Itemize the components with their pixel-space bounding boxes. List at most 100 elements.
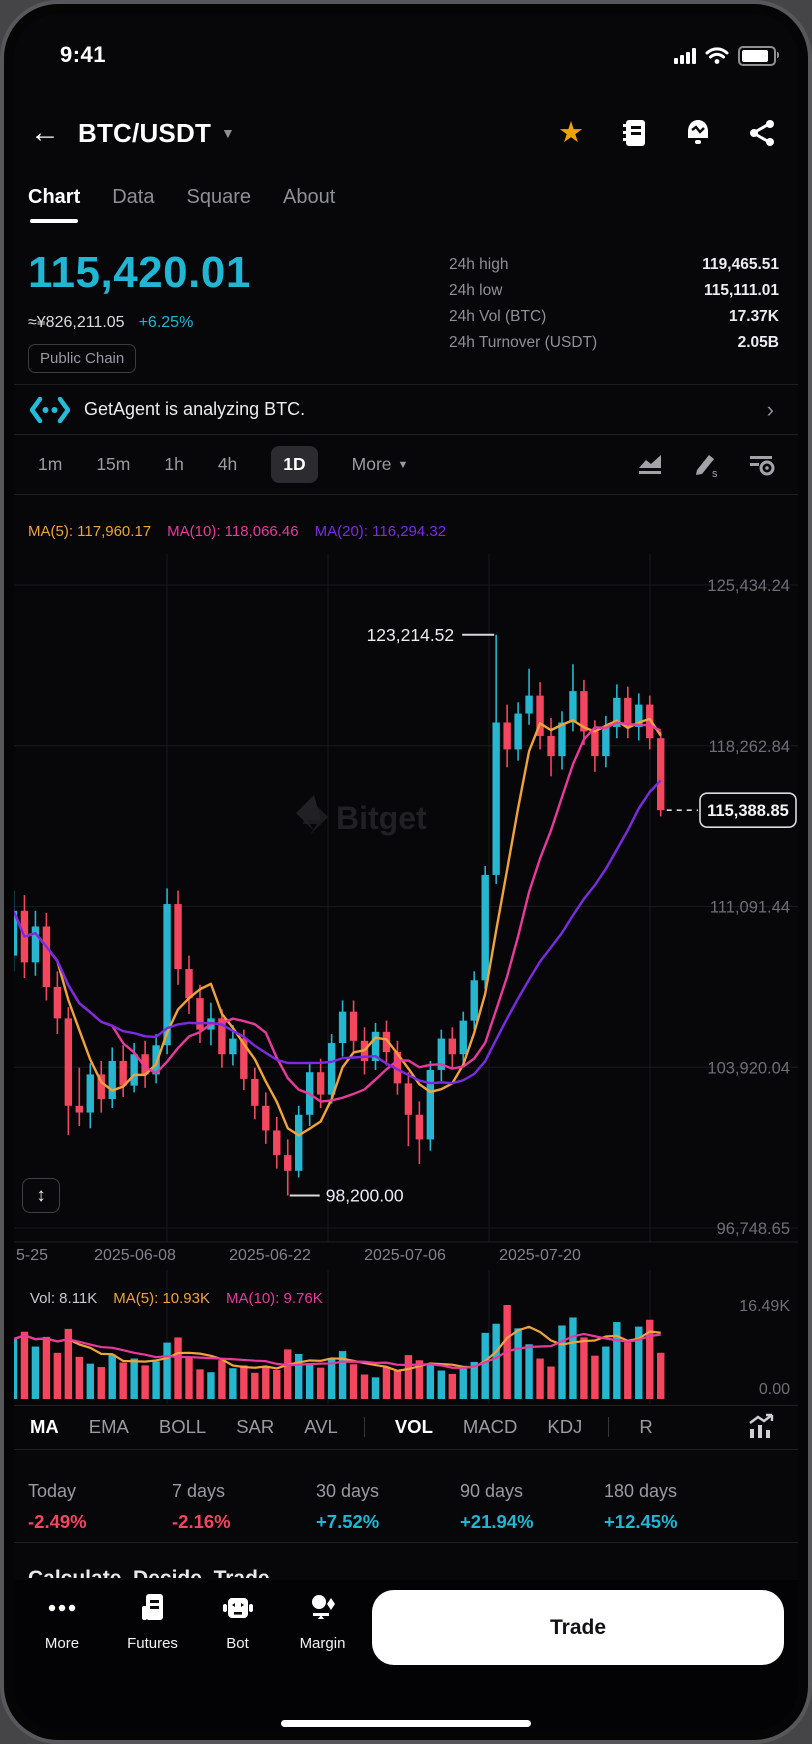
svg-text:2025-06-22: 2025-06-22 [229,1247,311,1264]
perf-col-7-days: 7 days -2.16% [172,1455,316,1533]
pair-selector[interactable]: BTC/USDT ▼ [78,118,235,149]
timeframe-4h[interactable]: 4h [217,454,238,474]
timeframe-1m[interactable]: 1m [38,454,63,474]
nav-item-futures[interactable]: Futures [110,1592,195,1652]
stat-row: 24h Turnover (USDT) 2.05B [449,330,779,356]
tab-chart[interactable]: Chart [28,186,80,223]
divider [14,1449,798,1450]
timeframe-1d[interactable]: 1D [271,446,318,483]
indicator-settings-icon[interactable] [748,452,776,478]
stat-value: 115,111.01 [703,282,779,299]
expand-chart-button[interactable]: ↕ [22,1178,60,1213]
indicator-stats-icon[interactable] [746,1413,776,1441]
perf-label: 90 days [460,1481,524,1501]
chart-style-icon[interactable] [636,452,664,478]
divider [14,494,798,495]
status-bar: 9:41 [14,34,798,78]
home-indicator[interactable] [281,1720,531,1727]
indicator-tab-boll[interactable]: BOLL [158,1416,207,1437]
share-icon[interactable] [749,119,776,147]
draw-tools-icon[interactable]: s [692,451,720,479]
bottom-nav: More Futures Bot Margin [14,1592,365,1652]
timeframe-15m[interactable]: 15m [96,454,131,474]
bot-icon [221,1592,255,1624]
svg-text:103,920.04: 103,920.04 [707,1059,790,1077]
volume-pane[interactable]: 16.49K 0.00 [14,1270,798,1404]
candlestick-chart[interactable]: Bitget 125,434.24 118,262.84 111,091.44 103,… [14,499,798,1269]
vol-ma10-value: MA(10): 9.76K [226,1290,323,1307]
svg-text:16.49K: 16.49K [739,1298,790,1315]
svg-text:118,262.84: 118,262.84 [709,738,790,756]
nav-label: Futures [127,1635,178,1652]
stat-value: 2.05B [737,334,779,351]
cellular-signal-icon [674,48,696,64]
timeframe-1h[interactable]: 1h [164,454,184,474]
tab-square[interactable]: Square [186,185,251,208]
futures-icon [136,1592,170,1624]
price-alert-bell-icon[interactable] [684,118,712,148]
svg-text:2025-07-06: 2025-07-06 [364,1247,446,1264]
app-screen: 9:41 ← BTC/USDT ▼ [14,14,798,1730]
indicator-tab-sar[interactable]: SAR [236,1416,275,1437]
favorite-star-icon[interactable]: ★ [558,116,584,149]
indicator-tab-avl[interactable]: AVL [304,1416,338,1437]
stat-row: 24h Vol (BTC) 17.37K [449,304,779,330]
svg-text:98,200.00: 98,200.00 [326,1185,404,1205]
last-price: 115,420.01 [28,248,251,297]
indicator-tab-macd[interactable]: MACD [462,1416,518,1437]
divider [14,384,798,385]
margin-icon [306,1592,340,1624]
stat-label: 24h Vol (BTC) [449,308,547,325]
back-arrow-icon[interactable]: ← [30,116,60,149]
clipped-section-heading: Calculate. Decide. Trade. [28,1567,528,1578]
more-icon [45,1592,79,1624]
battery-icon [738,46,779,66]
indicator-tab-ma[interactable]: MA [30,1416,59,1437]
nav-label: Margin [299,1635,346,1652]
nav-item-bot[interactable]: Bot [195,1592,280,1652]
ma-legend: MA(5): 117,960.17 MA(10): 118,066.46 MA(… [28,523,446,540]
svg-text:125,434.24: 125,434.24 [707,577,790,595]
divider [14,1405,798,1406]
public-chain-badge[interactable]: Public Chain [28,344,137,373]
nav-item-more[interactable]: More [14,1592,110,1652]
timeframe-more-button[interactable]: More ▼ [352,454,409,475]
perf-label: 30 days [316,1481,380,1501]
nav-item-margin[interactable]: Margin [280,1592,365,1652]
divider [363,1417,365,1437]
timeframe-bar: 1m 15m 1h 4h 1D More ▼ s [14,435,798,494]
svg-text:s: s [712,468,718,479]
performance-panel: Today -2.49% 7 days -2.16% 30 days +7.52% 90 d… [28,1455,748,1533]
indicator-tab-ema[interactable]: EMA [88,1416,129,1437]
svg-text:123,214.52: 123,214.52 [367,625,455,645]
perf-value: -2.49% [28,1511,87,1532]
clock: 9:41 [60,42,107,67]
indicator-tab-kdj[interactable]: KDJ [547,1416,583,1437]
nav-label: Bot [226,1635,249,1652]
fiat-row: ≈¥826,211.05 +6.25% [28,314,193,332]
tab-about[interactable]: About [282,185,336,208]
indicator-tab-vol[interactable]: VOL [394,1416,433,1437]
svg-text:115,388.85: 115,388.85 [707,802,789,820]
svg-text:2025-06-08: 2025-06-08 [94,1247,176,1264]
header: ← BTC/USDT ▼ ★ [14,106,798,160]
indicator-tab-r[interactable]: R [639,1416,653,1437]
svg-text:96,748.65: 96,748.65 [717,1220,790,1238]
perf-label: 7 days [172,1481,226,1501]
stat-label: 24h low [449,282,503,299]
svg-text:111,091.44: 111,091.44 [710,899,790,917]
stats-panel: 24h high 119,465.51 24h low 115,111.01 24h V… [449,252,779,356]
perf-value: +7.52% [316,1511,380,1532]
getagent-banner[interactable]: GetAgent is analyzing BTC. › [14,385,798,434]
tab-data[interactable]: Data [112,185,155,208]
ma20-value: MA(20): 116,294.32 [314,523,447,540]
stat-row: 24h high 119,465.51 [449,252,779,278]
fiat-value: ≈¥826,211.05 [28,314,125,331]
perf-label: Today [28,1481,77,1501]
vol-ma5-value: MA(5): 10.93K [113,1290,210,1307]
orderbook-icon[interactable] [621,118,647,148]
stat-value: 17.37K [729,308,779,325]
trade-button[interactable]: Trade [372,1590,784,1665]
perf-col-180-days: 180 days +12.45% [604,1455,748,1533]
